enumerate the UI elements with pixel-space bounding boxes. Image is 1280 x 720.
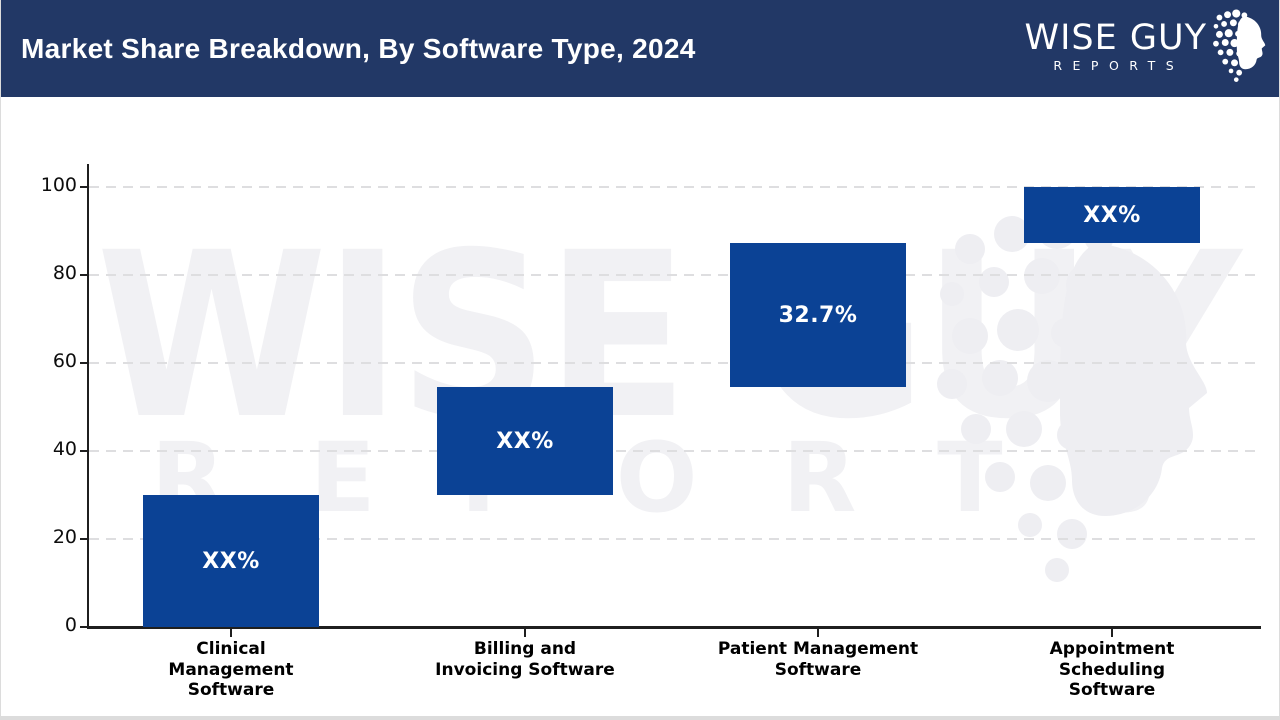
gridline-60 — [89, 362, 1259, 364]
x-category-label-3: Appointment Scheduling Software — [1049, 639, 1175, 700]
y-axis — [87, 164, 89, 629]
x-tick-mark-2 — [817, 629, 819, 637]
chart-title: Market Share Breakdown, By Software Type… — [21, 32, 696, 64]
x-category-label-2: Patient Management Software — [717, 639, 919, 680]
wise-guy-reports-logo: WISE GUY REPORTS — [1024, 8, 1267, 84]
bar-value-label-3: XX% — [1083, 202, 1141, 228]
y-tick-mark-20 — [80, 538, 89, 540]
logo-head-icon — [1213, 9, 1266, 82]
x-category-label-0: Clinical Management Software — [168, 639, 294, 700]
x-tick-mark-0 — [230, 629, 232, 637]
y-tick-mark-40 — [80, 450, 89, 452]
gridline-40 — [89, 450, 1259, 452]
y-tick-mark-80 — [80, 274, 89, 276]
bar-value-label-2: 32.7% — [778, 302, 858, 328]
logo-text: WISE GUY REPORTS — [1024, 19, 1207, 73]
bottom-border — [1, 716, 1279, 720]
gridline-20 — [89, 538, 1259, 540]
y-tick-label-60: 60 — [52, 350, 77, 372]
x-tick-mark-1 — [524, 629, 526, 637]
y-tick-label-20: 20 — [52, 526, 77, 548]
bar-value-label-1: XX% — [496, 428, 554, 454]
y-tick-label-40: 40 — [52, 438, 77, 460]
header: Market Share Breakdown, By Software Type… — [1, 0, 1279, 97]
bar-3: XX% — [1024, 187, 1200, 244]
gridline-100 — [89, 186, 1259, 188]
bar-2: 32.7% — [730, 243, 906, 388]
y-tick-mark-0 — [80, 626, 89, 628]
x-tick-mark-3 — [1111, 629, 1113, 637]
y-tick-mark-60 — [80, 362, 89, 364]
bar-value-label-0: XX% — [202, 548, 260, 574]
x-axis — [87, 626, 1261, 629]
logo-subtitle: REPORTS — [1053, 58, 1185, 73]
bar-1: XX% — [437, 387, 613, 495]
y-tick-label-0: 0 — [64, 614, 77, 636]
y-tick-mark-100 — [80, 186, 89, 188]
y-tick-label-80: 80 — [52, 262, 77, 284]
gridline-80 — [89, 274, 1259, 276]
x-category-label-1: Billing and Invoicing Software — [435, 639, 615, 680]
bar-0: XX% — [143, 495, 319, 627]
y-tick-label-100: 100 — [40, 174, 77, 196]
logo-wordmark: WISE GUY — [1024, 18, 1207, 58]
